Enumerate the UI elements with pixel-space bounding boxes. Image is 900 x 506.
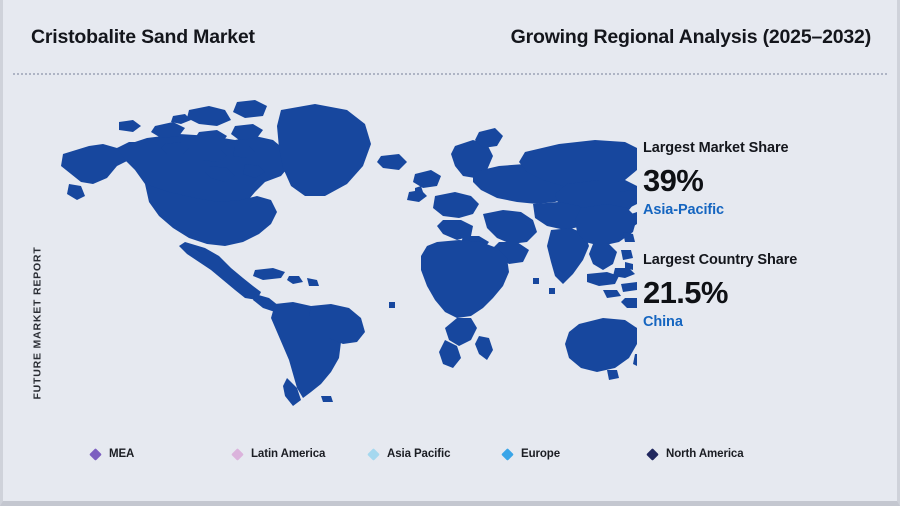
legend-marker-icon bbox=[367, 447, 380, 461]
header-bar: Cristobalite Sand Market Growing Regiona… bbox=[3, 0, 897, 74]
legend-item-mea[interactable]: MEA bbox=[89, 447, 233, 461]
stat-value: 21.5% bbox=[643, 274, 729, 310]
legend-marker-icon bbox=[89, 447, 102, 461]
header-divider bbox=[13, 73, 887, 75]
legend-label: Europe bbox=[521, 448, 561, 460]
legend-item-asia-pacific[interactable]: Asia Pacific bbox=[367, 447, 503, 461]
legend-marker-icon bbox=[646, 447, 659, 461]
legend-marker-icon bbox=[231, 447, 244, 461]
legend-label: MEA bbox=[109, 448, 135, 460]
stat-label: Largest Country Share bbox=[643, 251, 798, 268]
legend-item-europe[interactable]: Europe bbox=[501, 447, 648, 461]
stat-largest-country-share: Largest Country Share 21.5% China bbox=[643, 252, 888, 330]
stat-label: Largest Market Share bbox=[643, 140, 789, 156]
header-subtitle: Growing Regional Analysis (2025–2032) bbox=[510, 25, 872, 48]
legend-label: North America bbox=[666, 448, 744, 460]
legend-marker-icon bbox=[501, 447, 514, 461]
legend-label: Latin America bbox=[251, 448, 326, 460]
world-map-landmasses bbox=[61, 100, 637, 406]
stat-largest-market-share: Largest Market Share 39% Asia-Pacific bbox=[643, 140, 888, 218]
stat-region: China bbox=[643, 313, 683, 330]
legend-label: Asia Pacific bbox=[387, 448, 451, 460]
stats-panel: Largest Market Share 39% Asia-Pacific La… bbox=[643, 140, 888, 330]
world-map-svg bbox=[61, 100, 637, 406]
stat-value: 39% bbox=[643, 163, 704, 198]
stat-region: Asia-Pacific bbox=[643, 201, 725, 218]
brand-vertical-label: FUTURE MARKET REPORT bbox=[28, 228, 48, 418]
brand-vertical-text: FUTURE MARKET REPORT bbox=[32, 246, 44, 400]
legend-item-north-america[interactable]: North America bbox=[646, 447, 744, 461]
map-legend: MEA Latin America Asia Pacific Europe No… bbox=[89, 447, 791, 461]
page-title: Cristobalite Sand Market bbox=[31, 25, 255, 48]
legend-item-latin-america[interactable]: Latin America bbox=[231, 447, 369, 461]
world-map bbox=[59, 92, 639, 412]
